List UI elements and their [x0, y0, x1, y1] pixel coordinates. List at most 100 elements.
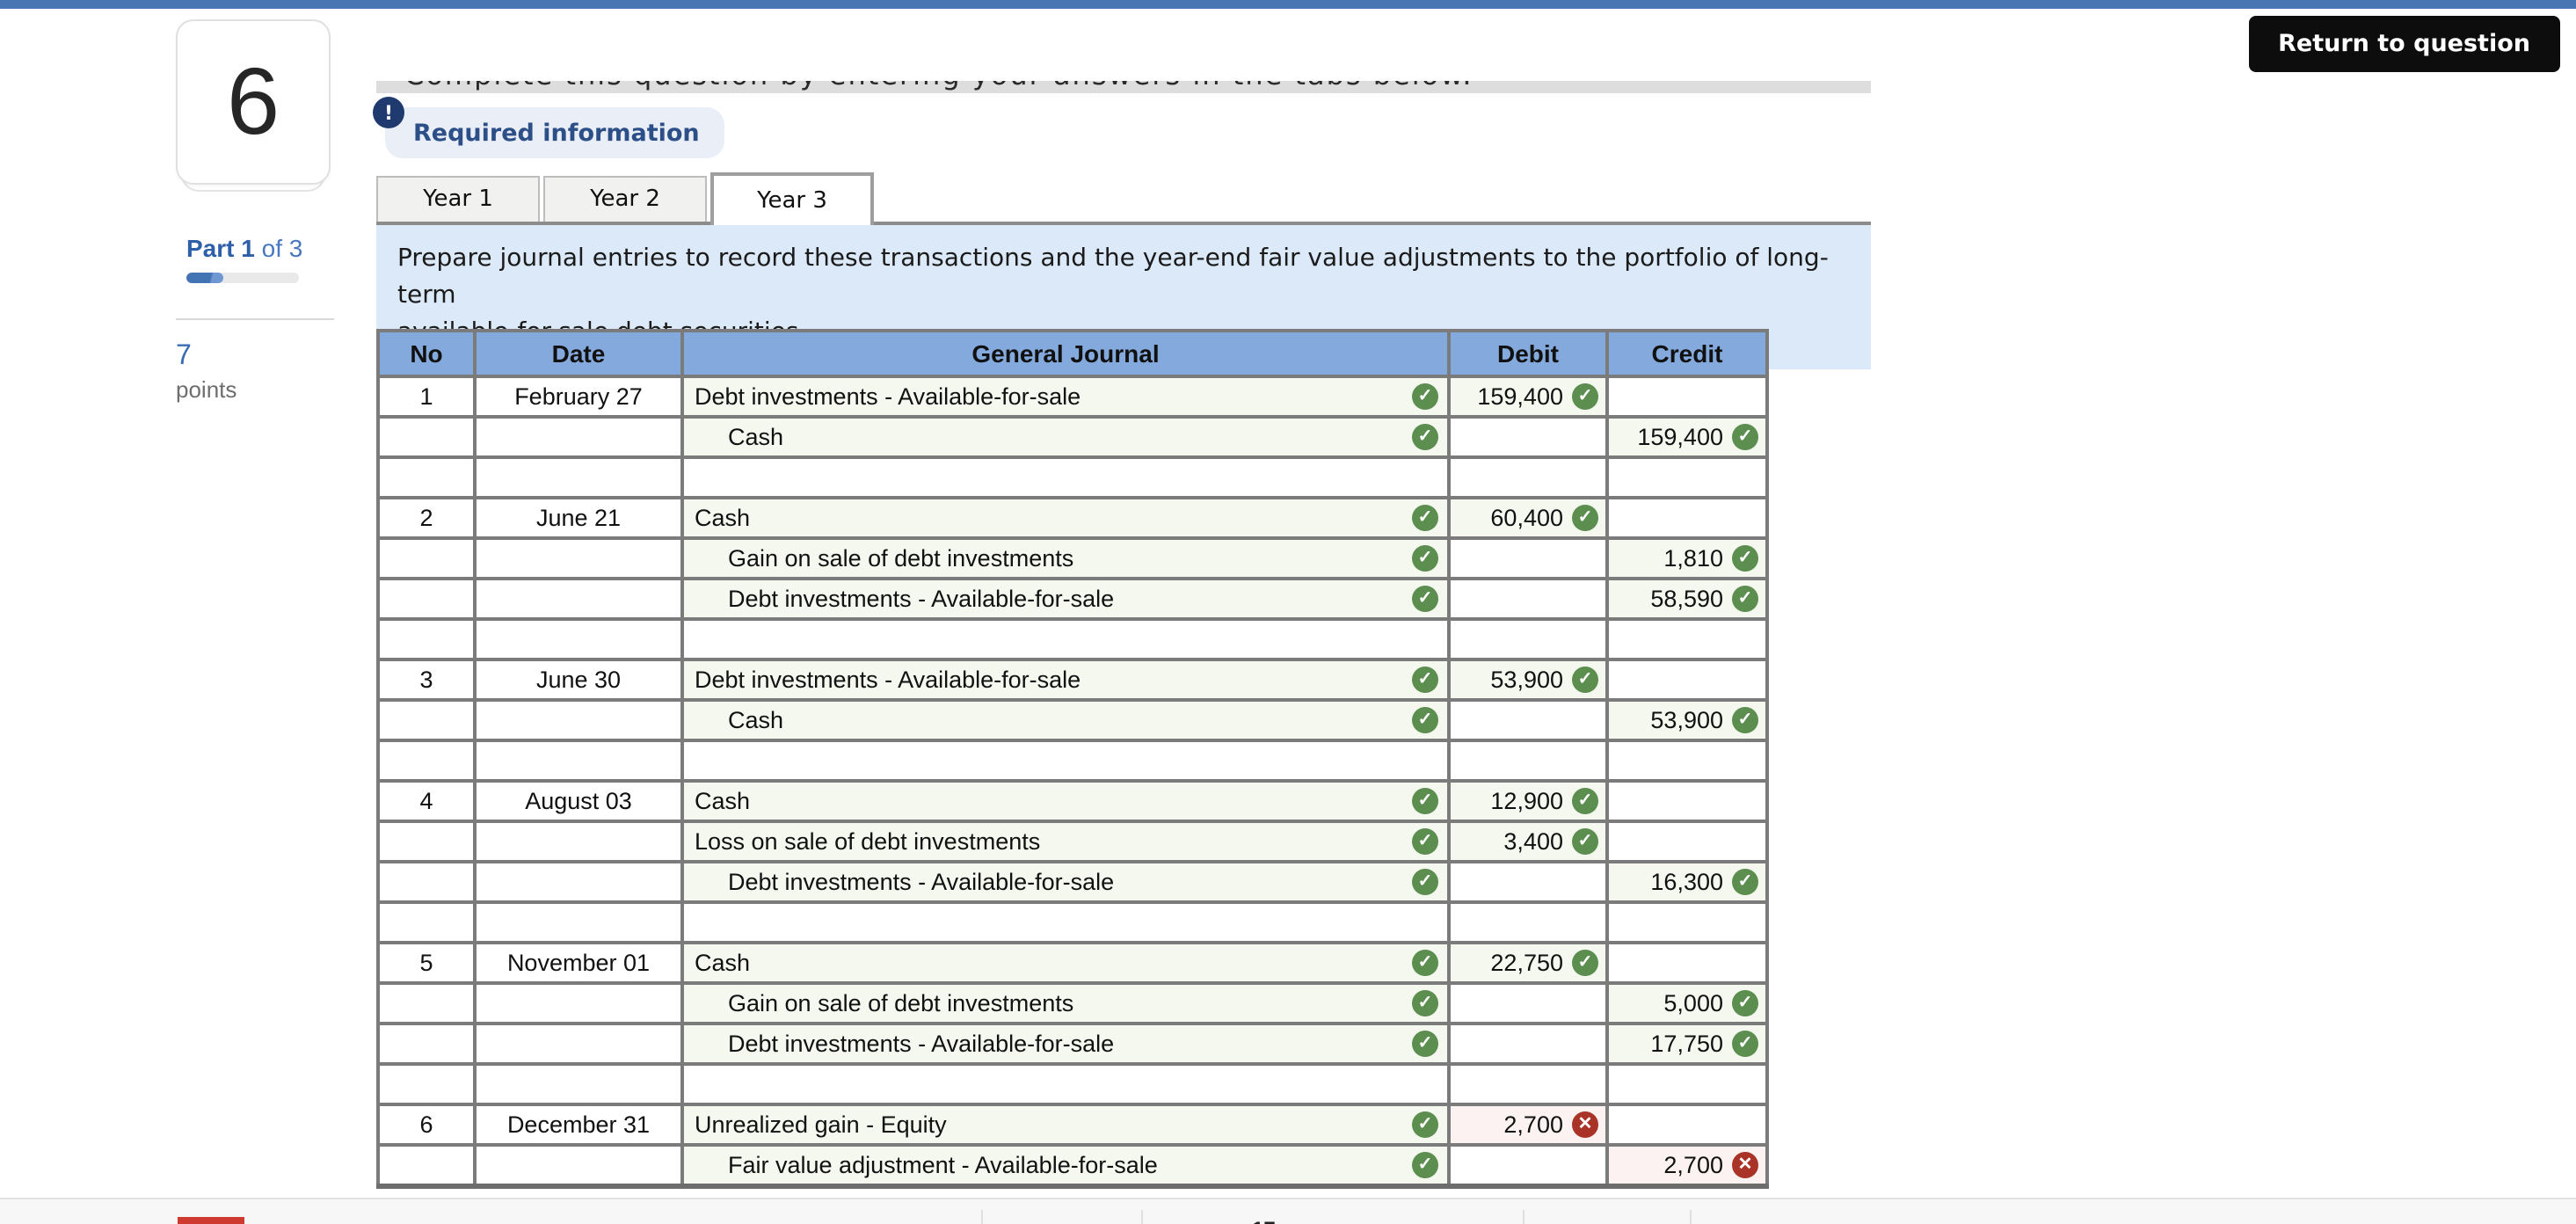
part-of-label: of 3 — [261, 234, 303, 262]
cell-no: 3 — [376, 658, 477, 702]
check-icon: ✓ — [1412, 1111, 1438, 1138]
cell-no — [376, 900, 477, 944]
cell-no: 2 — [376, 496, 477, 540]
footer-divider — [1141, 1210, 1143, 1224]
cell-date: June 30 — [473, 658, 684, 702]
journal-entry-row: Cash ✓ 53,900 ✓ — [376, 698, 1769, 742]
cell-date — [473, 455, 684, 499]
journal-entry-row: 6 December 31 Unrealized gain - Equity ✓ 2,7… — [376, 1103, 1769, 1147]
account-title: Loss on sale of debt investments — [695, 828, 1041, 855]
cell-debit — [1447, 536, 1609, 580]
cell-date: June 21 — [473, 496, 684, 540]
top-accent-bar — [0, 0, 2576, 9]
part-label: Part 1 — [186, 234, 255, 262]
check-icon: ✓ — [1732, 586, 1758, 612]
cross-icon: ✕ — [1572, 1111, 1598, 1138]
cell-debit — [1447, 1022, 1609, 1066]
tab-year-1[interactable]: Year 1 — [376, 176, 540, 222]
general-journal-table: No Date General Journal Debit Credit 1 Fe… — [376, 329, 1769, 1189]
tab-year-3[interactable]: Year 3 — [710, 172, 874, 225]
column-header-general-journal: General Journal — [680, 329, 1451, 378]
cell-account: Loss on sale of debt investments ✓ — [680, 820, 1451, 863]
cell-credit: 17,750 ✓ — [1605, 1022, 1769, 1066]
cell-debit: 22,750 ✓ — [1447, 941, 1609, 985]
cell-account: Gain on sale of debt investments ✓ — [680, 536, 1451, 580]
cell-no — [376, 577, 477, 621]
column-header-debit: Debit — [1447, 329, 1609, 378]
footer-divider — [1523, 1210, 1524, 1224]
account-title: Debt investments - Available-for-sale — [728, 586, 1115, 612]
cell-no — [376, 415, 477, 459]
account-title: Gain on sale of debt investments — [728, 545, 1074, 572]
account-title: Cash — [695, 788, 751, 814]
check-icon: ✓ — [1412, 505, 1438, 531]
cell-credit — [1605, 739, 1769, 783]
check-icon: ✓ — [1412, 990, 1438, 1016]
credit-amount: 53,900 — [1650, 707, 1723, 733]
account-title: Debt investments - Available-for-sale — [695, 667, 1081, 693]
check-icon: ✓ — [1732, 424, 1758, 450]
check-icon: ✓ — [1412, 828, 1438, 855]
cell-debit — [1447, 698, 1609, 742]
return-to-question-button[interactable]: Return to question — [2248, 16, 2560, 72]
account-title: Debt investments - Available-for-sale — [728, 869, 1115, 895]
check-icon: ✓ — [1412, 424, 1438, 450]
question-number-card: 6 — [176, 19, 331, 192]
exclamation-icon: ! — [373, 97, 404, 128]
cell-date — [473, 1022, 684, 1066]
check-icon: ✓ — [1732, 990, 1758, 1016]
cell-no — [376, 455, 477, 499]
check-icon: ✓ — [1572, 667, 1598, 693]
cell-date — [473, 1143, 684, 1189]
points-label: points — [176, 376, 237, 403]
cell-account: Cash ✓ — [680, 779, 1451, 823]
cell-no — [376, 617, 477, 661]
account-title: Cash — [728, 707, 784, 733]
check-icon: ✓ — [1412, 869, 1438, 895]
check-icon: ✓ — [1572, 950, 1598, 976]
debit-amount: 53,900 — [1490, 667, 1563, 693]
journal-entry-row: Debt investments - Available-for-sale ✓ 58… — [376, 577, 1769, 621]
cell-credit — [1605, 1062, 1769, 1106]
tab-year-2[interactable]: Year 2 — [543, 176, 707, 222]
part-indicator: Part 1 of 3 — [186, 234, 302, 262]
cell-no — [376, 860, 477, 904]
account-title: Cash — [695, 505, 751, 531]
cell-no: 1 — [376, 375, 477, 419]
cell-credit — [1605, 820, 1769, 863]
credit-amount: 5,000 — [1663, 990, 1723, 1016]
cell-credit — [1605, 375, 1769, 419]
spacer-row — [376, 617, 1769, 661]
question-number: 6 — [226, 49, 280, 155]
debit-amount: 12,900 — [1490, 788, 1563, 814]
cell-no: 4 — [376, 779, 477, 823]
cell-debit — [1447, 455, 1609, 499]
part-progress-fill — [186, 273, 223, 283]
cell-date: December 31 — [473, 1103, 684, 1147]
footer-bar: 17 — [0, 1198, 2576, 1224]
instruction-line-1: Prepare journal entries to record these … — [397, 244, 1829, 310]
cell-account: Debt investments - Available-for-sale ✓ — [680, 577, 1451, 621]
account-title: Unrealized gain - Equity — [695, 1111, 947, 1138]
cell-debit — [1447, 617, 1609, 661]
check-icon: ✓ — [1572, 828, 1598, 855]
credit-amount: 2,700 — [1663, 1152, 1723, 1178]
cell-date — [473, 739, 684, 783]
account-title: Cash — [728, 424, 784, 450]
cell-account — [680, 455, 1451, 499]
cell-account: Unrealized gain - Equity ✓ — [680, 1103, 1451, 1147]
cell-debit: 3,400 ✓ — [1447, 820, 1609, 863]
part-progress-bar — [186, 273, 299, 283]
cell-credit: 53,900 ✓ — [1605, 698, 1769, 742]
cell-credit — [1605, 658, 1769, 702]
footer-divider — [1690, 1210, 1692, 1224]
journal-entry-row: Cash ✓ 159,400 ✓ — [376, 415, 1769, 459]
clipped-instruction-bar: Complete this question by entering your … — [376, 81, 1871, 93]
cell-account — [680, 1062, 1451, 1106]
footer-divider — [981, 1210, 983, 1224]
spacer-row — [376, 900, 1769, 944]
required-information-pill[interactable]: Required information — [385, 107, 724, 158]
journal-entry-row: 5 November 01 Cash ✓ 22,750 ✓ — [376, 941, 1769, 985]
cell-credit — [1605, 941, 1769, 985]
cell-account: Debt investments - Available-for-sale ✓ — [680, 1022, 1451, 1066]
